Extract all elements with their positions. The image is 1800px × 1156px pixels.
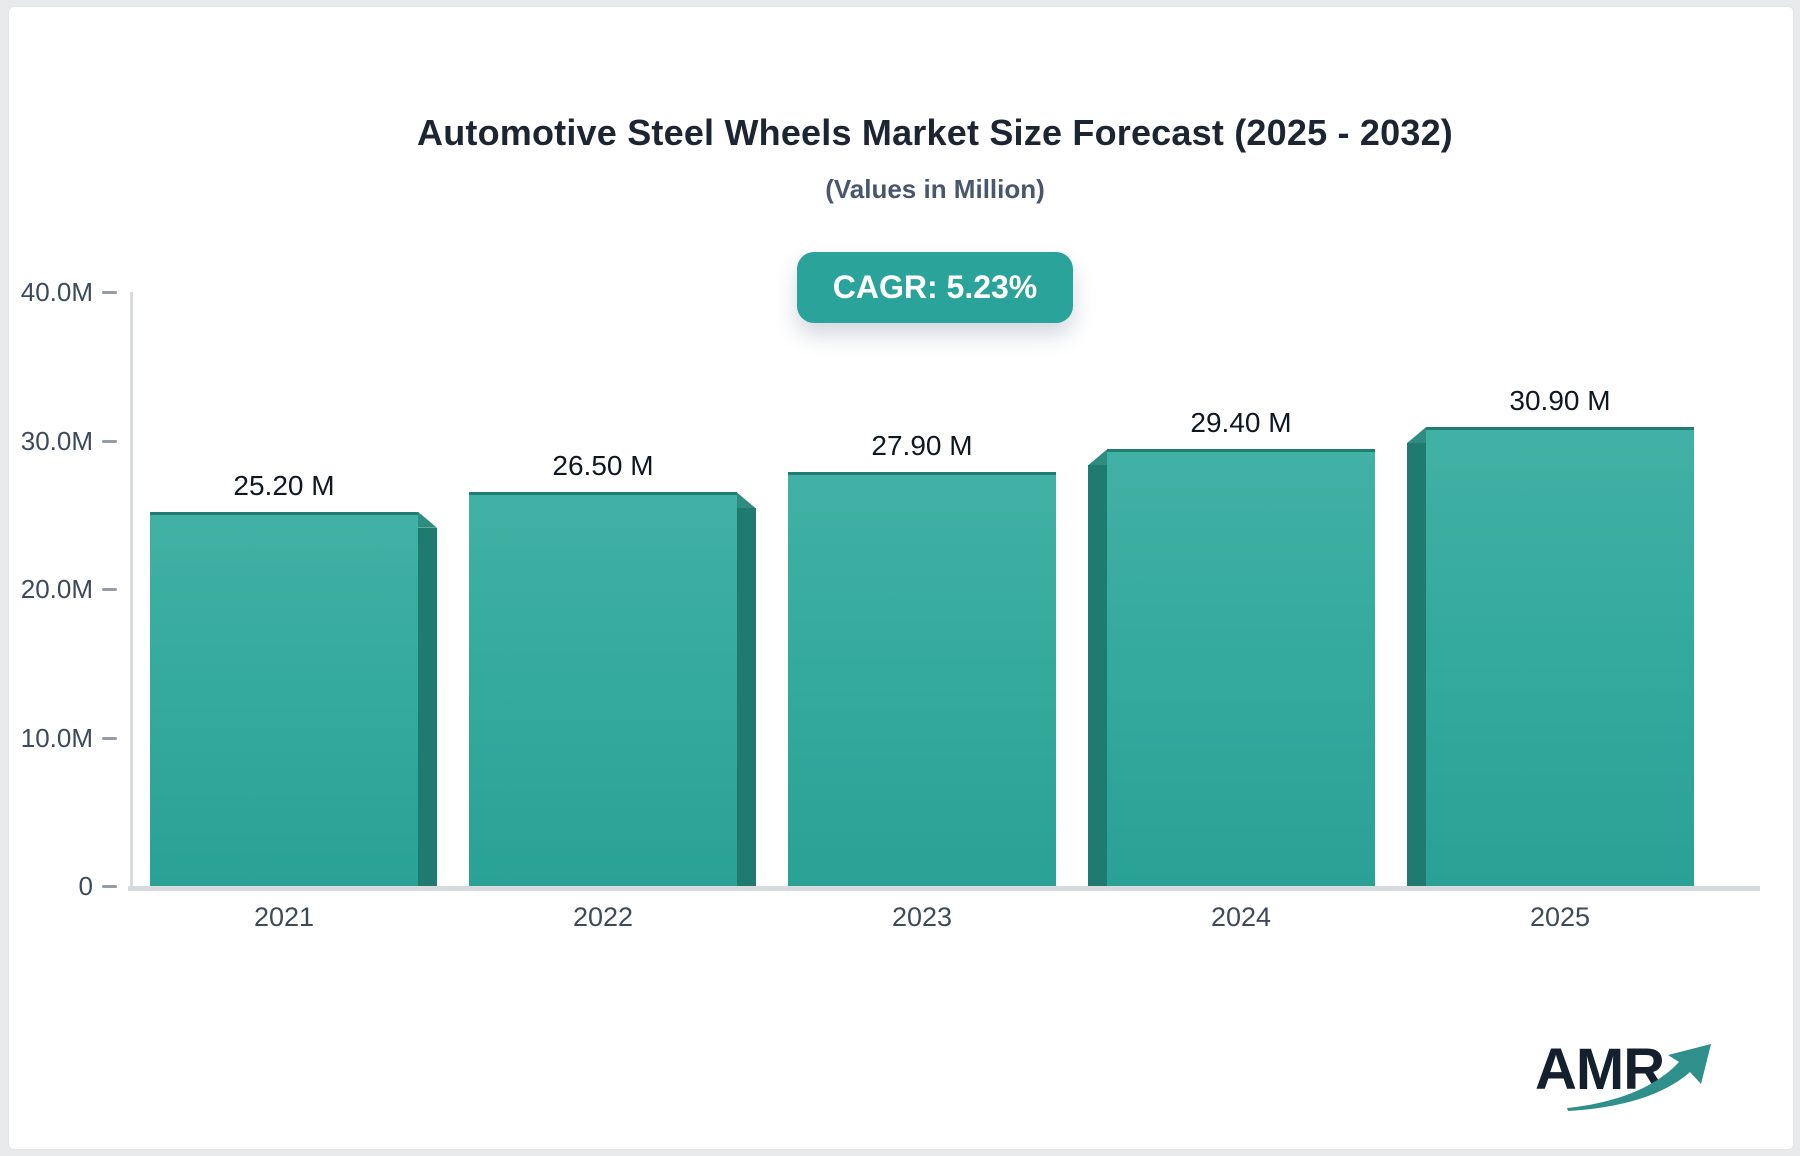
bar-side-panel [1088, 465, 1107, 886]
bar-side-panel [418, 527, 437, 886]
bar-side-panel [737, 508, 756, 886]
y-tick-mark [102, 736, 117, 740]
bar-2023 [788, 471, 1056, 886]
bar-bevel [418, 511, 437, 528]
y-tick-mark [102, 588, 117, 591]
x-axis-label: 2024 [1210, 902, 1272, 932]
y-tick-label: 40.0M [20, 277, 93, 307]
y-axis-line [130, 292, 133, 886]
y-tick-mark [102, 439, 117, 443]
growth-arrow-icon [1567, 1044, 1711, 1111]
x-axis-line [128, 886, 1760, 891]
amr-logo: AMR [1535, 1036, 1725, 1116]
bar-value-label: 29.40 M [1190, 407, 1292, 439]
x-axis-label: 2023 [891, 902, 953, 932]
bar-2024 [1107, 449, 1375, 886]
y-tick-label: 20.0M [20, 574, 93, 604]
y-tick-mark [102, 291, 117, 294]
x-axis-label: 2025 [1529, 902, 1591, 932]
y-tick-label: 10.0M [20, 722, 93, 753]
y-tick-mark [102, 885, 117, 888]
cagr-badge: CAGR: 5.23% [796, 252, 1074, 323]
cagr-badge-row: CAGR: 5.23% [70, 252, 1800, 323]
bar-bevel [737, 492, 756, 509]
bar-side-panel [1407, 443, 1426, 886]
bar-value-label: 27.90 M [871, 429, 973, 461]
bar-value-label: 26.50 M [552, 450, 654, 482]
y-tick-label: 0 [78, 871, 93, 901]
bar-value-label: 30.90 M [1509, 385, 1611, 417]
x-axis-label: 2021 [253, 902, 315, 932]
y-tick-label: 30.0M [20, 425, 93, 456]
bar-bevel [1088, 449, 1107, 466]
bar-2025 [1426, 427, 1694, 886]
chart-title: Automotive Steel Wheels Market Size Fore… [417, 112, 1453, 153]
chart-subtitle: (Values in Million) [825, 174, 1045, 204]
bar-2022 [469, 492, 737, 886]
x-axis-label: 2022 [572, 902, 634, 932]
bar-bevel [1407, 427, 1426, 444]
bar-2021 [150, 511, 418, 886]
bar-value-label: 25.20 M [233, 469, 335, 501]
